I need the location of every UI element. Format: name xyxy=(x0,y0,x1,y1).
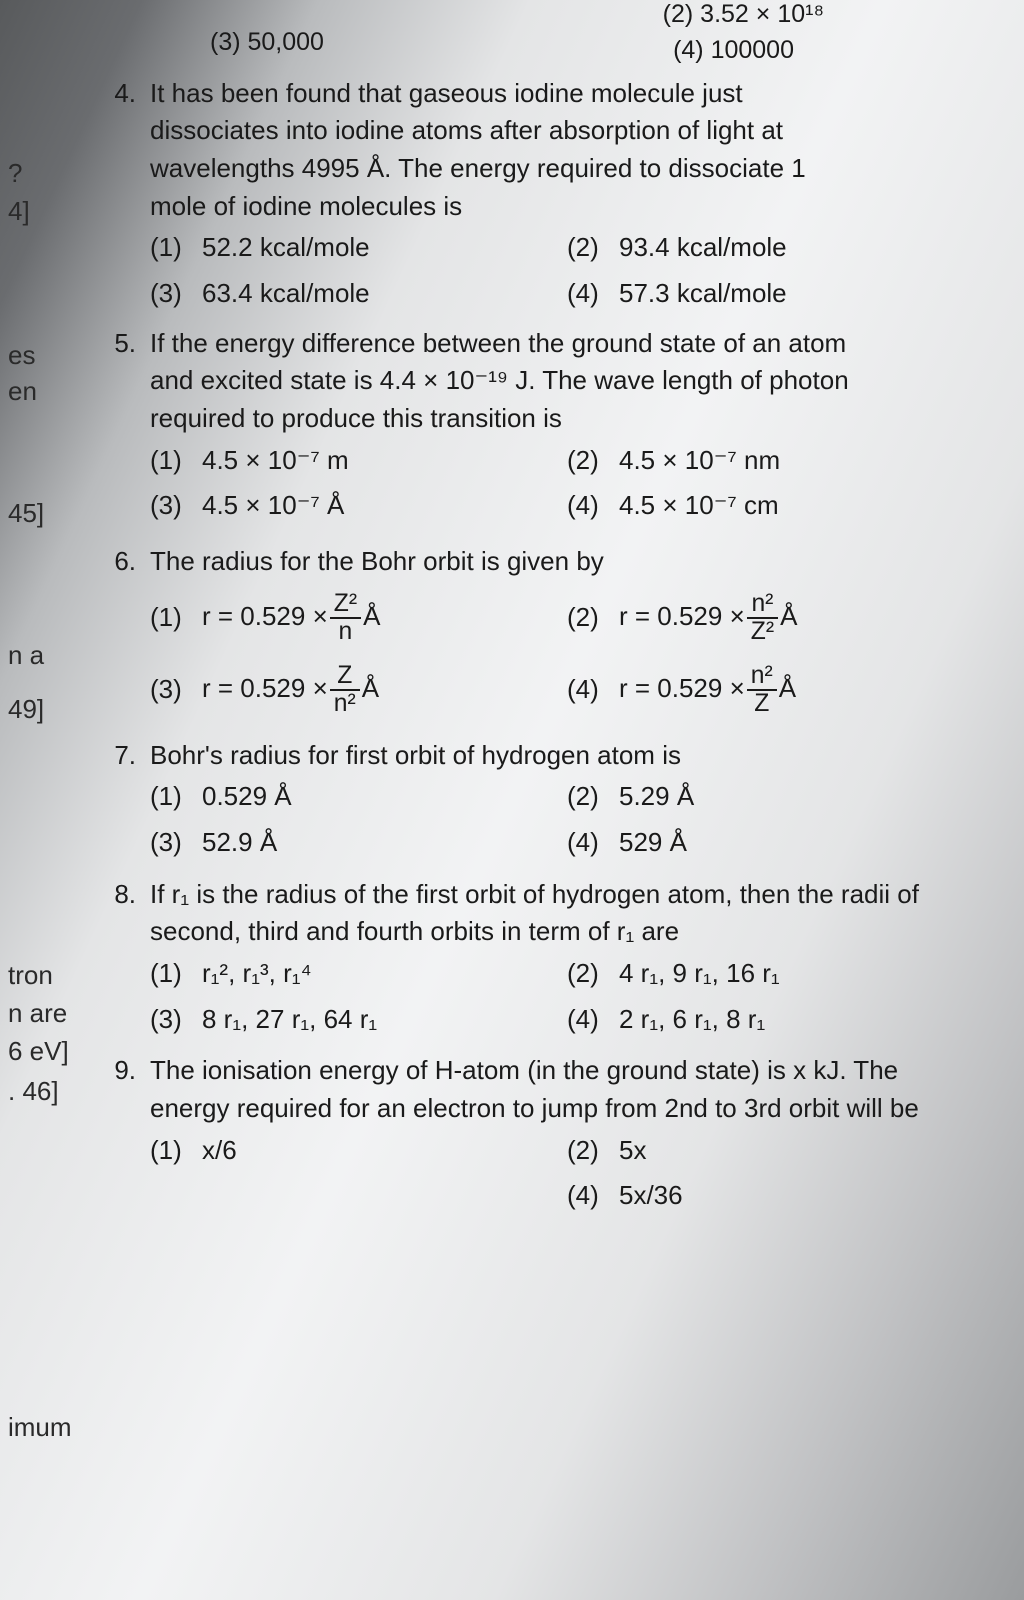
opt-value: r₁², r₁³, r₁⁴ xyxy=(202,955,563,993)
opt-value: 57.3 kcal/mole xyxy=(619,275,980,313)
opt-value: 52.9 Å xyxy=(202,824,563,862)
opt-label: (2) xyxy=(567,229,619,267)
question-6-options: (1) r = 0.529 ×Z²nÅ (2) r = 0.529 ×n²Z²Å… xyxy=(150,587,984,721)
opt-value: 4.5 × 10⁻⁷ nm xyxy=(619,442,980,480)
opt-label: (3) xyxy=(150,824,202,862)
opt-value: 63.4 kcal/mole xyxy=(202,275,563,313)
opt-value: 2 r₁, 6 r₁, 8 r₁ xyxy=(619,1001,980,1039)
opt-label: (3) xyxy=(150,1001,202,1039)
opt-label: (4) xyxy=(567,487,619,525)
opt-value: 5x/36 xyxy=(619,1177,980,1215)
stub-option-4: (4) 100000 xyxy=(673,32,794,68)
question-4-options: (1)52.2 kcal/mole (2)93.4 kcal/mole (3)6… xyxy=(150,225,984,316)
question-number-5: 5. xyxy=(90,325,150,438)
question-text-5: If the energy difference between the gro… xyxy=(150,325,984,438)
question-9-options: (1)x/6 (2)5x (4)5x/36 xyxy=(150,1128,984,1219)
question-text-6: The radius for the Bohr orbit is given b… xyxy=(150,543,984,581)
opt-label: (1) xyxy=(150,599,202,637)
opt-value: 4.5 × 10⁻⁷ cm xyxy=(619,487,980,525)
opt-value: 8 r₁, 27 r₁, 64 r₁ xyxy=(202,1001,563,1039)
question-number-8: 8. xyxy=(90,876,150,951)
opt-value: 5.29 Å xyxy=(619,778,980,816)
opt-label: (2) xyxy=(567,778,619,816)
opt-label: (4) xyxy=(567,1001,619,1039)
opt-label: (4) xyxy=(567,671,619,709)
question-7-options: (1)0.529 Å (2)5.29 Å (3)52.9 Å (4)529 Å xyxy=(150,774,984,865)
stub-option-2: (2) 3.52 × 10¹⁸ xyxy=(663,0,824,32)
opt-label: (4) xyxy=(567,824,619,862)
question-text-7: Bohr's radius for first orbit of hydroge… xyxy=(150,737,984,775)
opt-value: 93.4 kcal/mole xyxy=(619,229,980,267)
page-content: (3) 50,000 (2) 3.52 × 10¹⁸ (4) 100000 4.… xyxy=(0,0,1024,1600)
opt-value: r = 0.529 ×Z²nÅ xyxy=(202,591,563,645)
opt-value: 0.529 Å xyxy=(202,778,563,816)
opt-label: (1) xyxy=(150,442,202,480)
opt-label: (2) xyxy=(567,1132,619,1170)
question-text-9: The ionisation energy of H-atom (in the … xyxy=(150,1052,984,1127)
opt-value: r = 0.529 ×Zn²Å xyxy=(202,663,563,717)
opt-value: 52.2 kcal/mole xyxy=(202,229,563,267)
opt-label: (2) xyxy=(567,442,619,480)
question-number-7: 7. xyxy=(90,737,150,775)
opt-label: (1) xyxy=(150,955,202,993)
question-8-options: (1)r₁², r₁³, r₁⁴ (2)4 r₁, 9 r₁, 16 r₁ (3… xyxy=(150,951,984,1042)
question-number-4: 4. xyxy=(90,75,150,226)
opt-value: 4 r₁, 9 r₁, 16 r₁ xyxy=(619,955,980,993)
question-number-9: 9. xyxy=(90,1052,150,1127)
opt-label: (4) xyxy=(567,1177,619,1215)
opt-label: (2) xyxy=(567,955,619,993)
opt-value: 4.5 × 10⁻⁷ Å xyxy=(202,487,563,525)
question-5-options: (1)4.5 × 10⁻⁷ m (2)4.5 × 10⁻⁷ nm (3)4.5 … xyxy=(150,438,984,529)
opt-value: 5x xyxy=(619,1132,980,1170)
opt-label: (1) xyxy=(150,1132,202,1170)
question-number-6: 6. xyxy=(90,543,150,581)
opt-label: (1) xyxy=(150,778,202,816)
opt-value: r = 0.529 ×n²Z²Å xyxy=(619,591,980,645)
opt-value: 529 Å xyxy=(619,824,980,862)
opt-label: (3) xyxy=(150,275,202,313)
opt-value: r = 0.529 ×n²ZÅ xyxy=(619,663,980,717)
stub-option-3: (3) 50,000 xyxy=(210,24,324,60)
question-text-8: If r₁ is the radius of the first orbit o… xyxy=(150,876,984,951)
opt-value: x/6 xyxy=(202,1132,563,1170)
question-text-4: It has been found that gaseous iodine mo… xyxy=(150,75,984,226)
opt-label: (3) xyxy=(150,671,202,709)
opt-value: 4.5 × 10⁻⁷ m xyxy=(202,442,563,480)
opt-label: (4) xyxy=(567,275,619,313)
opt-label: (2) xyxy=(567,599,619,637)
opt-label: (1) xyxy=(150,229,202,267)
opt-label: (3) xyxy=(150,487,202,525)
